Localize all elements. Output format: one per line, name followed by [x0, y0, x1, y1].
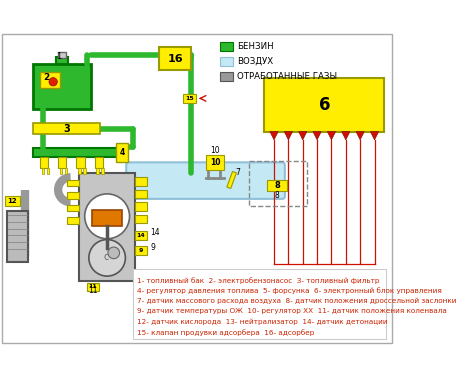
Polygon shape: [370, 132, 379, 140]
Circle shape: [49, 78, 57, 86]
Text: 4- регулятор давления топлива  5- форсунка  6- электронный блок управления: 4- регулятор давления топлива 5- форсунк…: [137, 287, 442, 294]
Text: 9: 9: [150, 244, 155, 252]
Bar: [67, 205, 79, 211]
Text: 1- топливный бак  2- электробензонасос  3- топливный фильтр: 1- топливный бак 2- электробензонасос 3-…: [137, 277, 380, 284]
Polygon shape: [313, 132, 321, 140]
Text: 12: 12: [8, 198, 17, 204]
Bar: [76, 156, 85, 168]
Bar: [227, 172, 237, 188]
Bar: [56, 57, 68, 63]
Bar: [33, 63, 91, 109]
Bar: [136, 202, 147, 210]
Text: 12- датчик кислорода  13- нейтрализатор  14- датчик детонации: 12- датчик кислорода 13- нейтрализатор 1…: [137, 319, 388, 325]
Text: ОТРАБОТАННЫЕ ГАЗЫ: ОТРАБОТАННЫЕ ГАЗЫ: [237, 72, 337, 81]
Text: 11: 11: [89, 284, 97, 290]
Text: 3: 3: [63, 124, 70, 134]
Bar: [267, 180, 287, 192]
Bar: [101, 168, 104, 174]
Bar: [136, 177, 147, 185]
Bar: [60, 168, 62, 174]
Text: 11: 11: [88, 286, 98, 295]
Bar: [7, 210, 28, 262]
Bar: [33, 123, 100, 134]
Polygon shape: [299, 132, 307, 140]
Bar: [249, 161, 307, 206]
Polygon shape: [342, 132, 350, 140]
Circle shape: [85, 194, 129, 239]
Polygon shape: [284, 132, 292, 140]
Bar: [182, 94, 196, 103]
Text: 10: 10: [210, 158, 220, 167]
Bar: [67, 192, 79, 199]
Bar: [67, 217, 79, 224]
Text: 14: 14: [137, 233, 146, 238]
Bar: [5, 196, 20, 206]
Text: 14: 14: [150, 228, 160, 238]
Bar: [78, 168, 81, 174]
Text: 10: 10: [210, 146, 220, 155]
Bar: [220, 42, 233, 51]
Text: 4: 4: [119, 148, 125, 157]
Text: 8: 8: [275, 191, 280, 200]
Polygon shape: [270, 132, 278, 140]
Bar: [136, 231, 147, 239]
Bar: [58, 52, 66, 58]
Bar: [42, 168, 44, 174]
Text: 8: 8: [274, 181, 280, 190]
Bar: [87, 283, 99, 291]
Polygon shape: [356, 132, 365, 140]
Bar: [116, 143, 128, 161]
Bar: [83, 168, 85, 174]
Circle shape: [108, 247, 119, 259]
Bar: [95, 156, 103, 168]
Text: 16: 16: [167, 54, 183, 64]
Circle shape: [89, 239, 126, 276]
Bar: [92, 210, 122, 226]
Bar: [136, 215, 147, 223]
Text: 9: 9: [139, 248, 143, 253]
Bar: [58, 156, 66, 168]
Text: БЕНЗИН: БЕНЗИН: [237, 42, 273, 51]
Bar: [264, 78, 384, 132]
Text: 15: 15: [185, 96, 194, 101]
Bar: [67, 180, 79, 186]
Bar: [96, 168, 99, 174]
Text: 7: 7: [235, 168, 240, 177]
Bar: [220, 72, 233, 81]
Text: 2: 2: [44, 73, 50, 82]
Bar: [33, 148, 120, 156]
Bar: [206, 155, 224, 170]
Text: 15- клапан продувки адсорбера  16- адсорбер: 15- клапан продувки адсорбера 16- адсорб…: [137, 329, 314, 336]
Text: ВОЗДУХ: ВОЗДУХ: [237, 57, 273, 66]
Text: 6: 6: [319, 96, 330, 113]
Text: 7- датчик массового расхода воздуха  8- датчик положения дроссельной заслонки: 7- датчик массового расхода воздуха 8- д…: [137, 298, 456, 304]
Bar: [79, 173, 136, 281]
Bar: [136, 246, 147, 254]
Bar: [220, 57, 233, 66]
Text: 9- датчик температуры ОЖ  10- регулятор ХХ  11- датчик положения коленвала: 9- датчик температуры ОЖ 10- регулятор Х…: [137, 308, 447, 314]
Bar: [159, 47, 191, 70]
Text: c: c: [104, 251, 109, 262]
Text: 1: 1: [55, 52, 61, 61]
FancyBboxPatch shape: [126, 162, 285, 199]
Bar: [40, 72, 60, 89]
Bar: [133, 269, 386, 339]
Bar: [65, 168, 67, 174]
Bar: [40, 156, 48, 168]
Bar: [136, 190, 147, 198]
Bar: [46, 168, 49, 174]
Polygon shape: [328, 132, 336, 140]
